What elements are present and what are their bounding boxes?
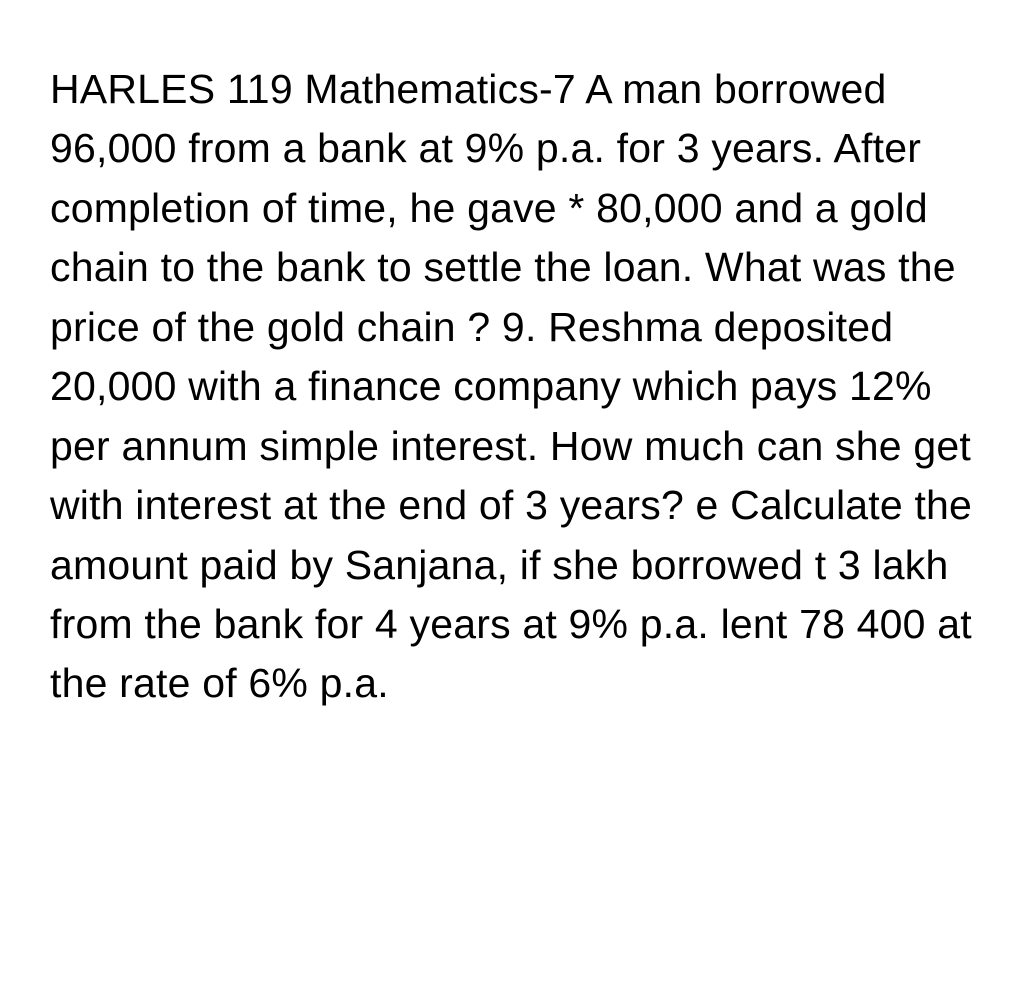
math-problem-text: HARLES 119 Mathematics-7 A man borrowed …	[50, 60, 974, 714]
